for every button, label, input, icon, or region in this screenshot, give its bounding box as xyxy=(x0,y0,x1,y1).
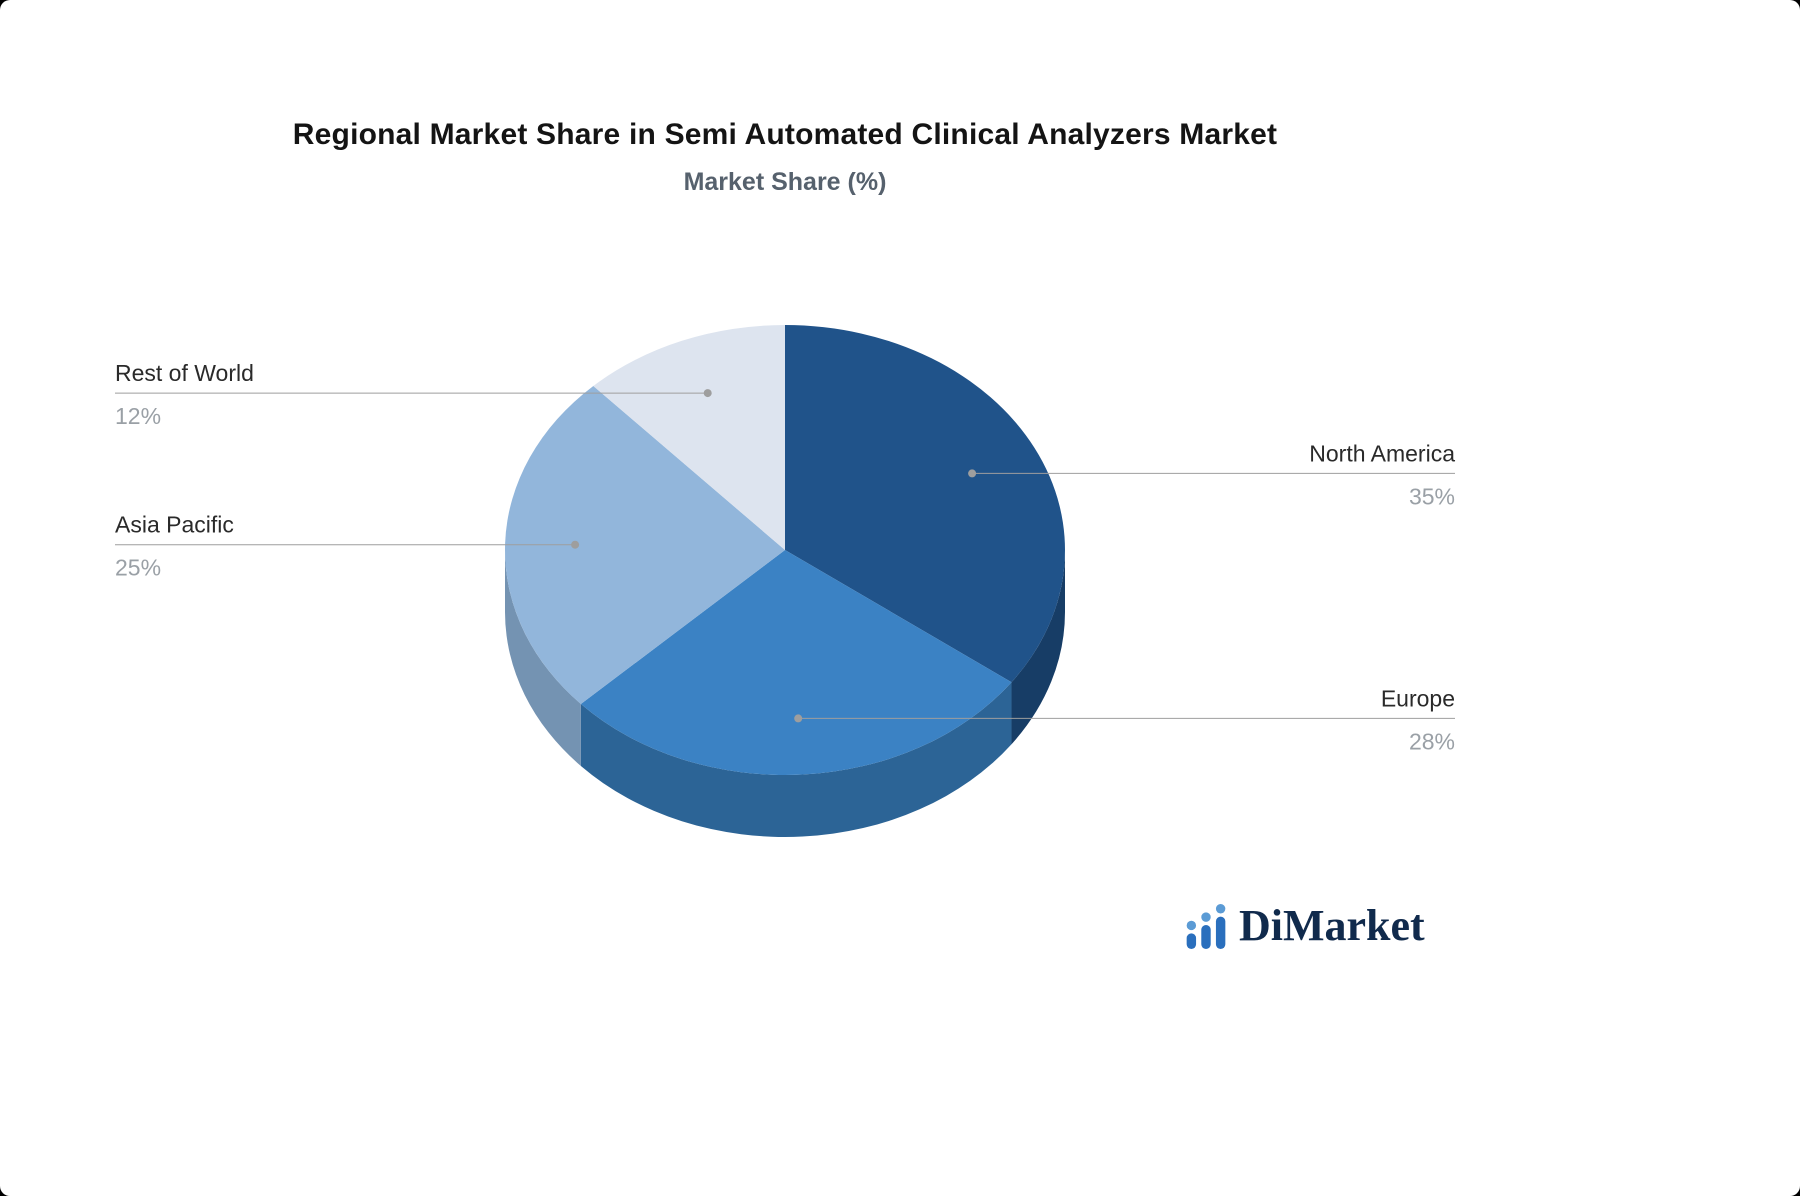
slice-label-asia-pacific: Asia Pacific xyxy=(115,512,234,538)
leader-dot-asia-pacific xyxy=(571,540,580,549)
pie-slice-rest-of-world[interactable] xyxy=(593,325,785,550)
leader-dot-north-america xyxy=(968,469,977,478)
brand-name: DiMarket xyxy=(1239,901,1425,950)
slice-pct-north-america: 35% xyxy=(1409,483,1455,509)
slice-pct-rest-of-world: 12% xyxy=(115,403,161,429)
pie-side-north-america xyxy=(1011,550,1065,745)
slice-pct-europe: 28% xyxy=(1409,728,1455,754)
pie-slice-north-america[interactable] xyxy=(785,325,1065,683)
slice-pct-asia-pacific: 25% xyxy=(115,555,161,581)
leader-dot-rest-of-world xyxy=(703,389,712,398)
chart-title: Regional Market Share in Semi Automated … xyxy=(292,118,1278,151)
chart-subtitle: Market Share (%) xyxy=(683,168,887,196)
brand-logo: DiMarket xyxy=(1185,903,1425,949)
dimarket-logo-icon xyxy=(1186,904,1226,949)
slice-label-rest-of-world: Rest of World xyxy=(115,360,254,386)
pie-side-europe xyxy=(580,682,1012,837)
slice-label-europe: Europe xyxy=(1381,685,1455,711)
leader-dot-europe xyxy=(794,714,803,723)
slice-label-north-america: North America xyxy=(1309,440,1455,466)
pie-slice-asia-pacific[interactable] xyxy=(505,385,785,705)
pie-side-asia-pacific xyxy=(505,550,581,767)
